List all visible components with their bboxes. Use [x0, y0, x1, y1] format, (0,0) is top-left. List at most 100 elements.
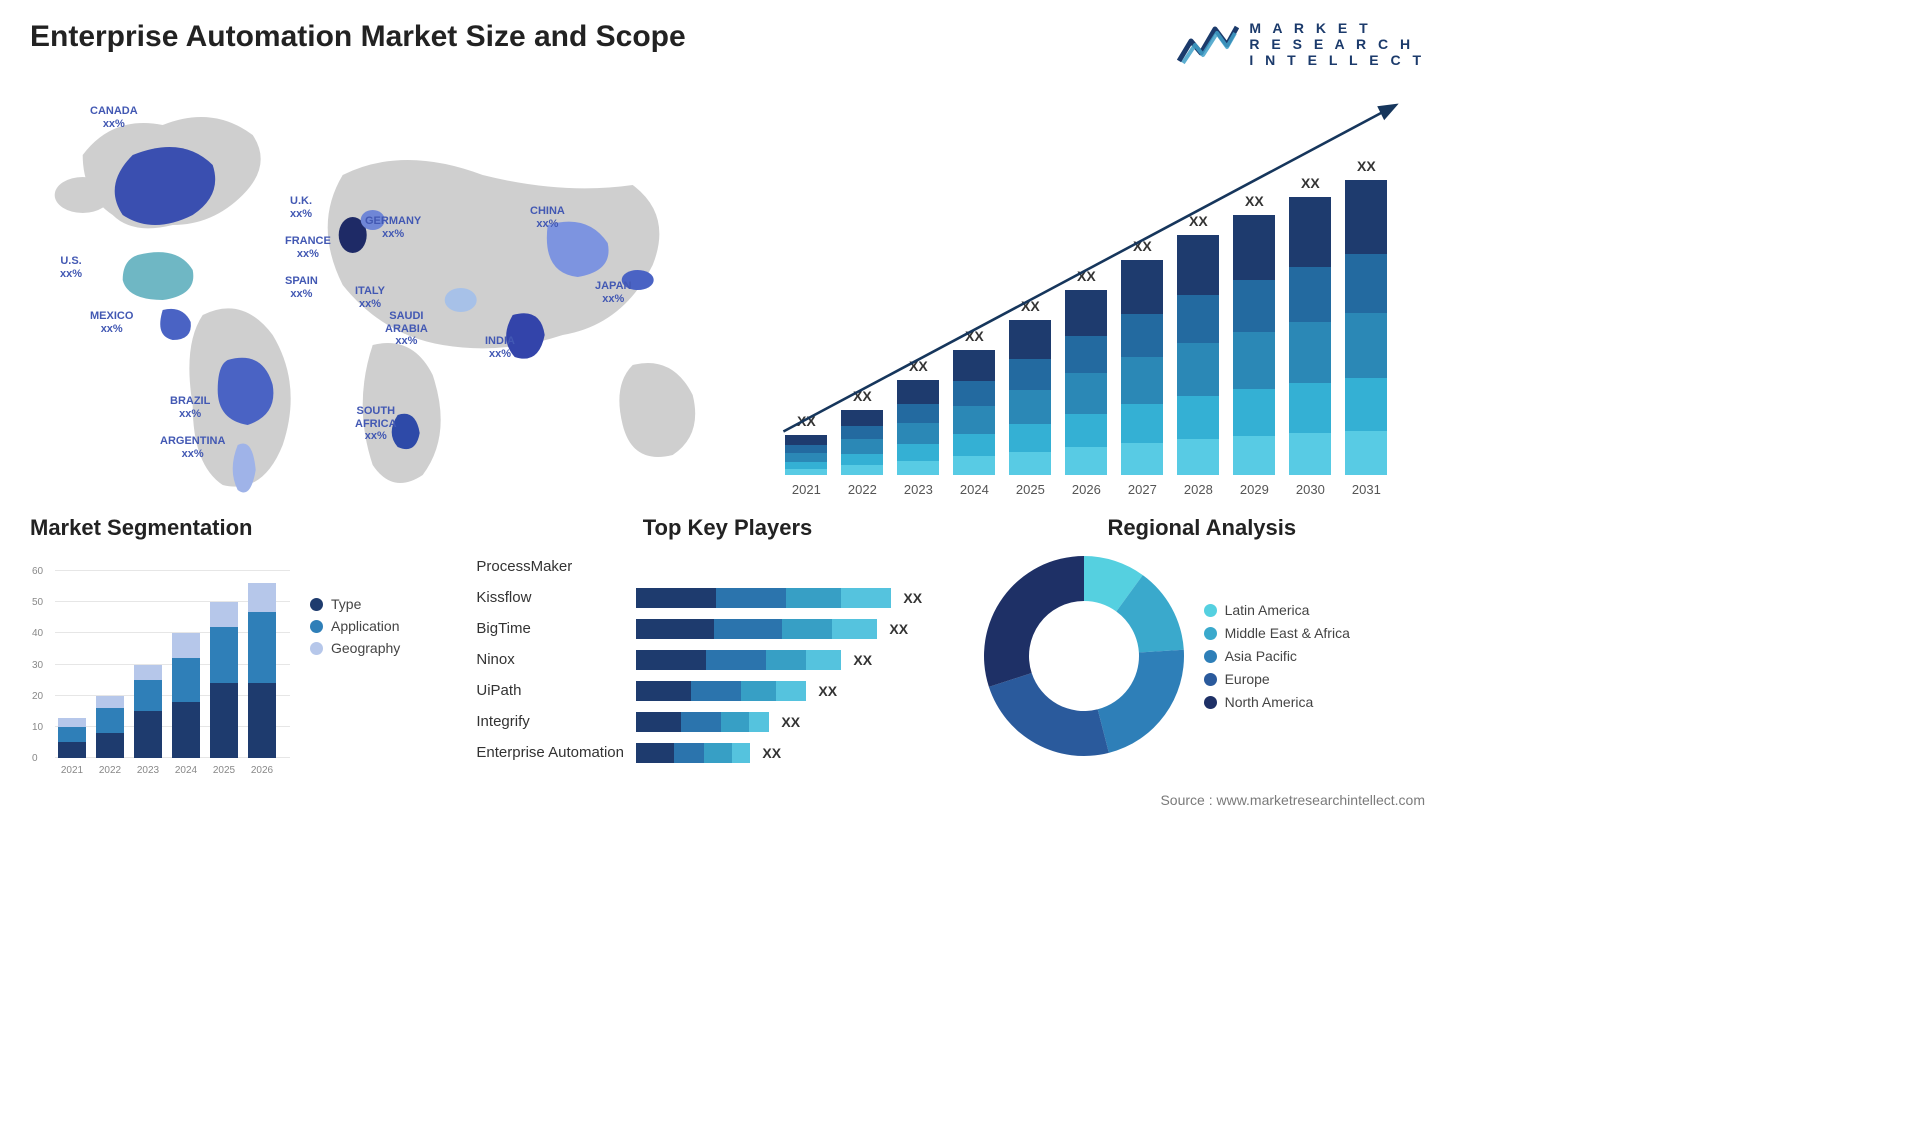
- growth-bar-segment: [1121, 404, 1163, 443]
- player-bar: [636, 587, 891, 609]
- player-row: ProcessMaker: [476, 551, 978, 582]
- growth-bar-segment: [1345, 180, 1387, 254]
- legend-item: North America: [1204, 694, 1350, 710]
- segmentation-bar: [172, 633, 200, 758]
- growth-bar-segment: [1233, 389, 1275, 436]
- segmentation-x-label: 2026: [247, 765, 277, 776]
- segmentation-bar: [58, 718, 86, 759]
- growth-bar-segment: [1345, 313, 1387, 378]
- player-bar: [636, 680, 806, 702]
- player-value: XX: [781, 714, 800, 730]
- segmentation-title: Market Segmentation: [30, 515, 476, 541]
- growth-x-label: 2021: [781, 482, 831, 497]
- segmentation-x-label: 2025: [209, 765, 239, 776]
- donut-segment: [1097, 650, 1183, 753]
- player-name: BigTime: [476, 620, 636, 637]
- growth-bar-segment: [953, 456, 995, 475]
- page: Enterprise Automation Market Size and Sc…: [0, 0, 1455, 816]
- player-bar-segment: [716, 588, 786, 608]
- growth-bar-segment: [1177, 439, 1219, 475]
- bottom-row: Market Segmentation 01020304050602021202…: [30, 515, 1425, 795]
- player-bar-segment: [691, 681, 741, 701]
- segmentation-bar-segment: [96, 708, 124, 733]
- player-bar: [636, 711, 769, 733]
- growth-bar-segment: [1121, 443, 1163, 475]
- map-label: ARGENTINAxx%: [160, 435, 225, 460]
- growth-bar-segment: [785, 462, 827, 469]
- growth-bar-segment: [1289, 197, 1331, 267]
- map-label: MEXICOxx%: [90, 310, 133, 335]
- segmentation-bar-segment: [210, 627, 238, 683]
- header: Enterprise Automation Market Size and Sc…: [30, 20, 1425, 80]
- region-donut-chart: [979, 551, 1189, 761]
- region-title: Regional Analysis: [979, 515, 1425, 541]
- player-bar-segment: [704, 743, 732, 763]
- growth-bar: [1289, 197, 1331, 475]
- legend-item: Type: [310, 596, 400, 612]
- map-label: FRANCExx%: [285, 235, 331, 260]
- segmentation-bar-segment: [248, 583, 276, 611]
- growth-bar-segment: [1233, 215, 1275, 280]
- segmentation-bar-segment: [172, 658, 200, 702]
- growth-value-label: XX: [1117, 238, 1167, 254]
- growth-value-label: XX: [781, 413, 831, 429]
- segmentation-x-label: 2021: [57, 765, 87, 776]
- growth-bar-segment: [953, 434, 995, 457]
- growth-bar: [953, 350, 995, 475]
- segmentation-panel: Market Segmentation 01020304050602021202…: [30, 515, 476, 795]
- segmentation-bar-segment: [134, 680, 162, 711]
- player-value: XX: [889, 621, 908, 637]
- growth-bar: [1233, 215, 1275, 475]
- growth-x-label: 2023: [893, 482, 943, 497]
- player-value: XX: [903, 590, 922, 606]
- growth-bar-segment: [897, 380, 939, 404]
- growth-x-label: 2024: [949, 482, 999, 497]
- player-row: IntegrifyXX: [476, 706, 978, 737]
- player-value: XX: [818, 683, 837, 699]
- player-bar-segment: [674, 743, 704, 763]
- region-legend: Latin AmericaMiddle East & AfricaAsia Pa…: [1204, 595, 1350, 717]
- y-tick-label: 50: [32, 597, 43, 608]
- segmentation-bar-segment: [96, 733, 124, 758]
- growth-value-label: XX: [1173, 213, 1223, 229]
- player-bar-segment: [782, 619, 832, 639]
- map-label: SPAINxx%: [285, 275, 318, 300]
- growth-x-label: 2022: [837, 482, 887, 497]
- growth-bar-segment: [785, 453, 827, 462]
- legend-item: Application: [310, 618, 400, 634]
- player-bar-segment: [741, 681, 776, 701]
- player-bar-segment: [786, 588, 841, 608]
- growth-bar-segment: [1177, 343, 1219, 396]
- growth-bar-segment: [1177, 235, 1219, 295]
- segmentation-chart: 0102030405060202120222023202420252026: [30, 551, 290, 776]
- map-label: SAUDIARABIAxx%: [385, 310, 428, 348]
- segmentation-bar-segment: [58, 727, 86, 743]
- map-label: GERMANYxx%: [365, 215, 421, 240]
- player-bar: [636, 618, 877, 640]
- player-bar-segment: [841, 588, 891, 608]
- growth-bar-segment: [897, 444, 939, 461]
- growth-value-label: XX: [949, 328, 999, 344]
- players-title: Top Key Players: [476, 515, 978, 541]
- growth-bar-segment: [1009, 320, 1051, 359]
- player-bar: [636, 649, 841, 671]
- legend-item: Latin America: [1204, 602, 1350, 618]
- growth-bar-segment: [1289, 267, 1331, 323]
- growth-bar-segment: [1177, 396, 1219, 439]
- y-tick-label: 60: [32, 566, 43, 577]
- map-label: SOUTHAFRICAxx%: [355, 405, 397, 443]
- player-bar-segment: [636, 619, 714, 639]
- player-name: UiPath: [476, 682, 636, 699]
- region-panel: Regional Analysis Latin AmericaMiddle Ea…: [979, 515, 1425, 795]
- growth-bar-segment: [1345, 431, 1387, 475]
- player-row: BigTime XX: [476, 613, 978, 644]
- growth-x-label: 2027: [1117, 482, 1167, 497]
- growth-bar-segment: [1009, 424, 1051, 452]
- growth-x-label: 2030: [1285, 482, 1335, 497]
- growth-value-label: XX: [1341, 158, 1391, 174]
- legend-item: Geography: [310, 640, 400, 656]
- player-bar-segment: [714, 619, 782, 639]
- logo-mark-icon: [1177, 21, 1239, 67]
- gridline: [55, 570, 290, 571]
- growth-bar-segment: [1289, 383, 1331, 433]
